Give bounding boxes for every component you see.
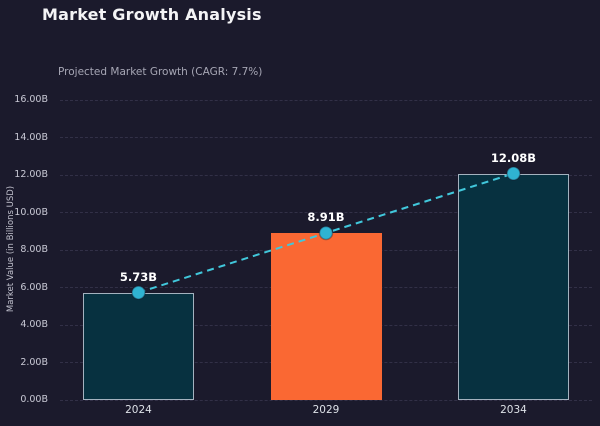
gridline <box>60 174 592 176</box>
data-point-marker <box>506 166 521 181</box>
chart-title: Market Growth Analysis <box>42 5 262 24</box>
chart-subtitle: Projected Market Growth (CAGR: 7.7%) <box>58 66 263 78</box>
x-tick-label-2034: 2034 <box>500 404 527 416</box>
bar-2024 <box>83 292 194 400</box>
value-label: 12.08B <box>490 150 537 165</box>
y-tick-label: 6.00B <box>20 281 48 293</box>
x-tick-label-2024: 2024 <box>125 404 152 416</box>
trend-line <box>131 166 521 300</box>
y-tick-label: 4.00B <box>20 319 48 330</box>
y-tick-label: 2.00B <box>20 356 48 368</box>
y-tick-label: 10.00B <box>14 206 48 218</box>
gridline <box>60 212 592 213</box>
y-tick-label: 8.00B <box>20 244 48 255</box>
data-point-marker <box>318 225 334 241</box>
gridline <box>60 99 592 101</box>
data-point-marker <box>131 285 146 300</box>
plot-area: 5.73B 8.91B 12.08B <box>60 99 592 401</box>
bar-2029 <box>270 232 382 400</box>
y-tick-label: 0.00B <box>20 394 48 405</box>
gridline <box>60 399 592 401</box>
y-tick-label: 14.00B <box>14 131 48 143</box>
x-tick-label-2029: 2029 <box>312 404 340 416</box>
value-label: 5.73B <box>119 269 158 284</box>
y-tick-label: 16.00B <box>14 94 48 105</box>
y-tick-label: 12.00B <box>14 169 48 180</box>
value-label: 8.91B <box>307 209 345 224</box>
bar-2034 <box>458 173 569 400</box>
gridline <box>60 137 592 138</box>
